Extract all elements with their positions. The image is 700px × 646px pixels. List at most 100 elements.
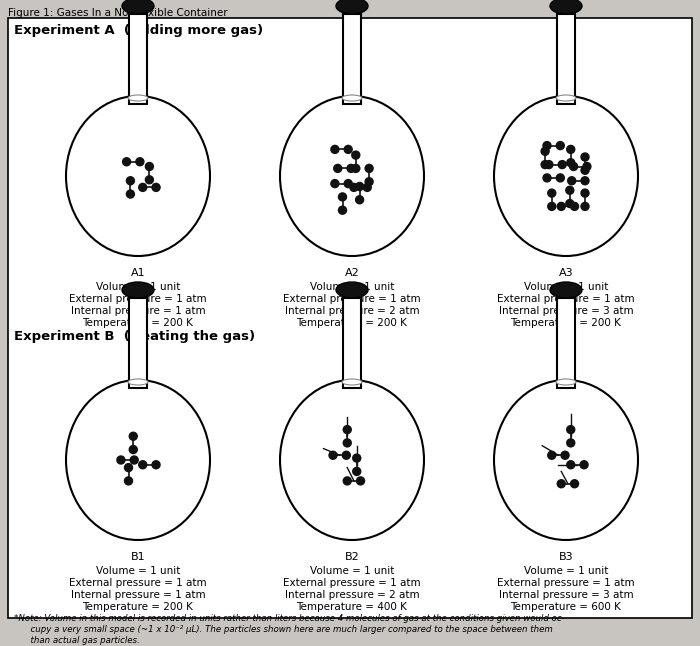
Circle shape xyxy=(363,183,371,191)
Text: Experiment A  (Adding more gas): Experiment A (Adding more gas) xyxy=(14,24,263,37)
Circle shape xyxy=(365,164,373,172)
Circle shape xyxy=(558,161,566,169)
Text: Volume = 1 unit: Volume = 1 unit xyxy=(96,566,180,576)
Circle shape xyxy=(353,454,360,462)
Text: A3: A3 xyxy=(559,268,573,278)
Circle shape xyxy=(339,206,346,214)
Ellipse shape xyxy=(280,96,424,256)
Text: than actual gas particles.: than actual gas particles. xyxy=(14,636,140,645)
Ellipse shape xyxy=(336,0,368,14)
Ellipse shape xyxy=(66,380,210,540)
Text: Temperature = 400 K: Temperature = 400 K xyxy=(297,602,407,612)
Circle shape xyxy=(139,183,147,191)
Circle shape xyxy=(356,182,363,191)
Text: Volume = 1 unit: Volume = 1 unit xyxy=(96,282,180,292)
Circle shape xyxy=(146,176,153,184)
Ellipse shape xyxy=(66,96,210,256)
Bar xyxy=(129,14,147,104)
Text: Volume = 1 unit: Volume = 1 unit xyxy=(524,282,608,292)
Text: Volume = 1 unit: Volume = 1 unit xyxy=(310,566,394,576)
Circle shape xyxy=(557,202,566,211)
Ellipse shape xyxy=(550,0,582,14)
Circle shape xyxy=(342,452,350,459)
Ellipse shape xyxy=(122,282,154,298)
Text: Internal pressure = 1 atm: Internal pressure = 1 atm xyxy=(71,590,205,600)
Text: A1: A1 xyxy=(131,268,146,278)
Circle shape xyxy=(356,196,363,203)
Ellipse shape xyxy=(280,380,424,540)
Circle shape xyxy=(353,468,360,475)
Circle shape xyxy=(543,141,551,150)
Circle shape xyxy=(356,477,365,485)
Circle shape xyxy=(567,461,575,469)
Circle shape xyxy=(570,202,578,211)
Ellipse shape xyxy=(342,95,362,101)
FancyBboxPatch shape xyxy=(8,18,692,618)
Text: Internal pressure = 3 atm: Internal pressure = 3 atm xyxy=(498,590,634,600)
Circle shape xyxy=(331,180,339,187)
Circle shape xyxy=(334,164,342,172)
Text: cupy a very small space (~1 x 10⁻² μL). The particles shown here are much larger: cupy a very small space (~1 x 10⁻² μL). … xyxy=(14,625,553,634)
Circle shape xyxy=(347,164,355,172)
Circle shape xyxy=(130,432,137,441)
Circle shape xyxy=(125,477,132,485)
Circle shape xyxy=(566,200,574,207)
Circle shape xyxy=(561,452,569,459)
Circle shape xyxy=(547,189,556,197)
Text: Internal pressure = 3 atm: Internal pressure = 3 atm xyxy=(498,306,634,316)
Ellipse shape xyxy=(128,95,148,101)
Circle shape xyxy=(583,163,591,171)
Text: Internal pressure = 1 atm: Internal pressure = 1 atm xyxy=(71,306,205,316)
Circle shape xyxy=(581,202,589,211)
Circle shape xyxy=(331,145,339,153)
Text: External pressure = 1 atm: External pressure = 1 atm xyxy=(69,294,206,304)
Text: Volume = 1 unit: Volume = 1 unit xyxy=(524,566,608,576)
Circle shape xyxy=(136,158,144,166)
Circle shape xyxy=(581,153,589,161)
Circle shape xyxy=(130,456,138,464)
Circle shape xyxy=(127,177,134,185)
Circle shape xyxy=(567,426,575,433)
Circle shape xyxy=(567,159,575,167)
Circle shape xyxy=(125,464,132,472)
Circle shape xyxy=(556,141,564,150)
Circle shape xyxy=(541,161,549,169)
Text: External pressure = 1 atm: External pressure = 1 atm xyxy=(284,578,421,588)
Text: External pressure = 1 atm: External pressure = 1 atm xyxy=(69,578,206,588)
Circle shape xyxy=(365,178,373,185)
Circle shape xyxy=(343,426,351,433)
Bar xyxy=(343,298,361,388)
Circle shape xyxy=(130,446,137,453)
Circle shape xyxy=(352,151,360,159)
Text: Temperature = 200 K: Temperature = 200 K xyxy=(510,318,622,328)
Text: Figure 1: Gases In a Nonflexible Container: Figure 1: Gases In a Nonflexible Contain… xyxy=(8,8,228,18)
Text: Internal pressure = 2 atm: Internal pressure = 2 atm xyxy=(285,590,419,600)
Circle shape xyxy=(339,193,346,201)
Circle shape xyxy=(581,166,589,174)
Text: External pressure = 1 atm: External pressure = 1 atm xyxy=(497,294,635,304)
Circle shape xyxy=(547,452,556,459)
Circle shape xyxy=(543,174,551,182)
Circle shape xyxy=(557,480,566,488)
Circle shape xyxy=(352,164,360,172)
Circle shape xyxy=(570,480,578,488)
Circle shape xyxy=(139,461,147,469)
Text: Temperature = 200 K: Temperature = 200 K xyxy=(83,318,193,328)
Circle shape xyxy=(127,190,134,198)
Circle shape xyxy=(344,180,352,187)
Ellipse shape xyxy=(494,96,638,256)
Bar xyxy=(557,298,575,388)
Circle shape xyxy=(329,452,337,459)
Circle shape xyxy=(541,147,549,155)
Circle shape xyxy=(570,163,578,171)
Ellipse shape xyxy=(342,379,362,385)
Circle shape xyxy=(581,189,589,197)
Bar xyxy=(343,14,361,104)
Text: Temperature = 600 K: Temperature = 600 K xyxy=(510,602,622,612)
Text: A2: A2 xyxy=(344,268,359,278)
Bar xyxy=(129,298,147,388)
Circle shape xyxy=(122,158,131,166)
Ellipse shape xyxy=(550,282,582,298)
Circle shape xyxy=(117,456,125,464)
Ellipse shape xyxy=(122,0,154,14)
